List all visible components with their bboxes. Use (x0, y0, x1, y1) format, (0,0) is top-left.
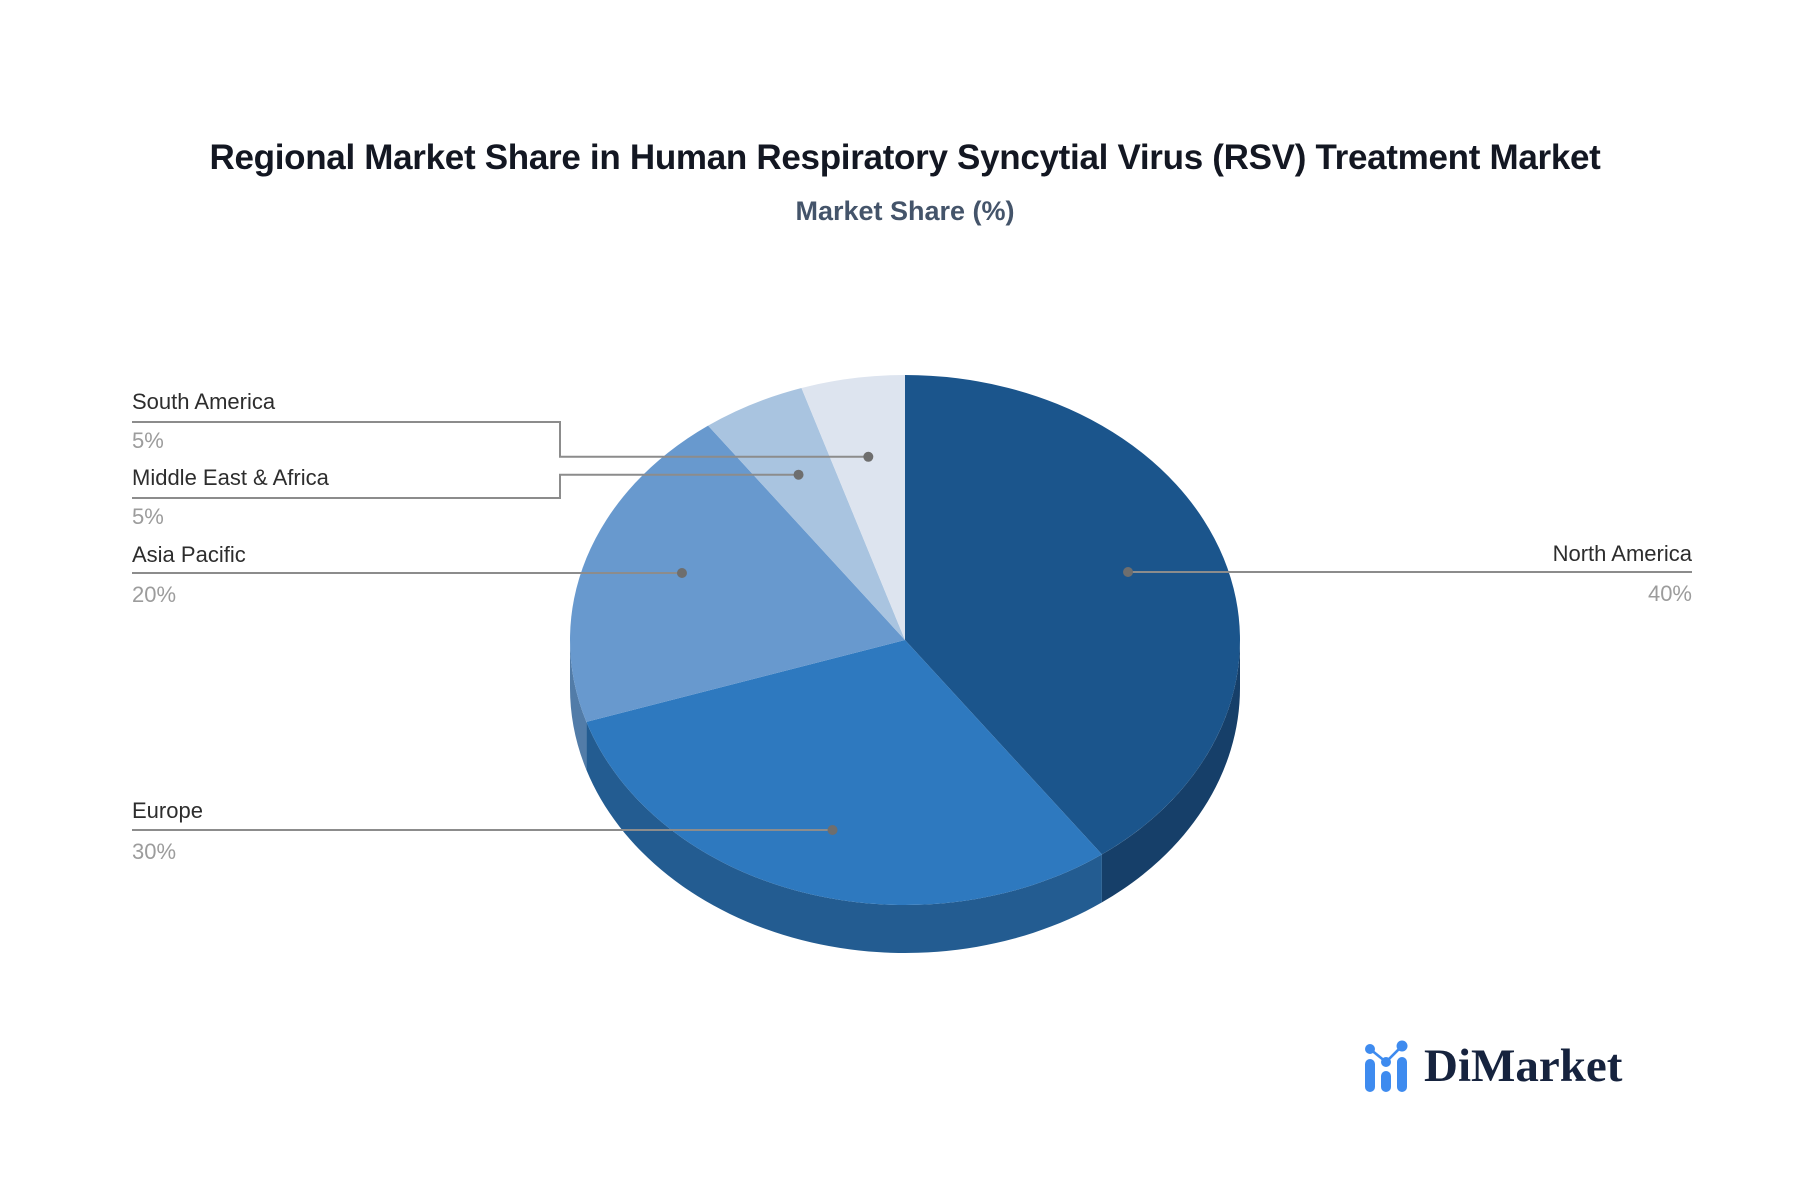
slice-label-asia-pacific: Asia Pacific 20% (132, 541, 246, 609)
dimarket-logo-icon (1365, 1040, 1408, 1092)
callout-dot-north-america (1123, 567, 1134, 577)
slice-label-north-america: North America 40% (1553, 540, 1692, 608)
pie-slice-middle-east-africa[interactable] (708, 387, 905, 640)
slice-percent: 20% (132, 582, 177, 607)
callout-dot-south-america (863, 451, 874, 462)
callout-dot-middle-east-africa (793, 469, 804, 480)
slice-name: Middle East & Africa (132, 465, 329, 490)
slice-percent: 5% (132, 428, 164, 453)
callout-dot-asia-pacific (676, 568, 687, 578)
slice-label-europe: Europe 30% (132, 797, 203, 866)
brand-name: DiMarket (1424, 1040, 1623, 1092)
callout-line-south-america (132, 421, 869, 458)
slice-percent: 30% (132, 839, 177, 864)
slice-name: Asia Pacific (132, 542, 246, 567)
slice-percent: 5% (132, 504, 164, 529)
slice-name: North America (1552, 541, 1692, 566)
callout-line-middle-east-africa (132, 473, 799, 499)
slice-label-south-america: South America 5% (132, 388, 275, 455)
slice-name: Europe (132, 798, 203, 823)
slice-percent: 40% (1647, 581, 1692, 606)
pie-slice-side-north-america (1101, 640, 1240, 903)
callout-dot-europe (827, 825, 838, 835)
slice-label-middle-east-africa: Middle East & Africa 5% (132, 464, 329, 531)
pie-slice-south-america[interactable] (801, 375, 905, 640)
pie-slice-asia-pacific[interactable] (569, 425, 905, 722)
brand-logo: DiMarket (1362, 1036, 1622, 1092)
pie-slice-europe[interactable] (586, 640, 1102, 906)
pie-slice-north-america[interactable] (905, 375, 1240, 855)
pie-slice-side-asia-pacific (570, 640, 587, 770)
chart-subtitle: Market Share (%) (795, 196, 1015, 226)
pie-slice-side-europe (586, 721, 1102, 954)
slice-name: South America (132, 389, 276, 414)
chart-title: Regional Market Share in Human Respirato… (209, 138, 1601, 177)
